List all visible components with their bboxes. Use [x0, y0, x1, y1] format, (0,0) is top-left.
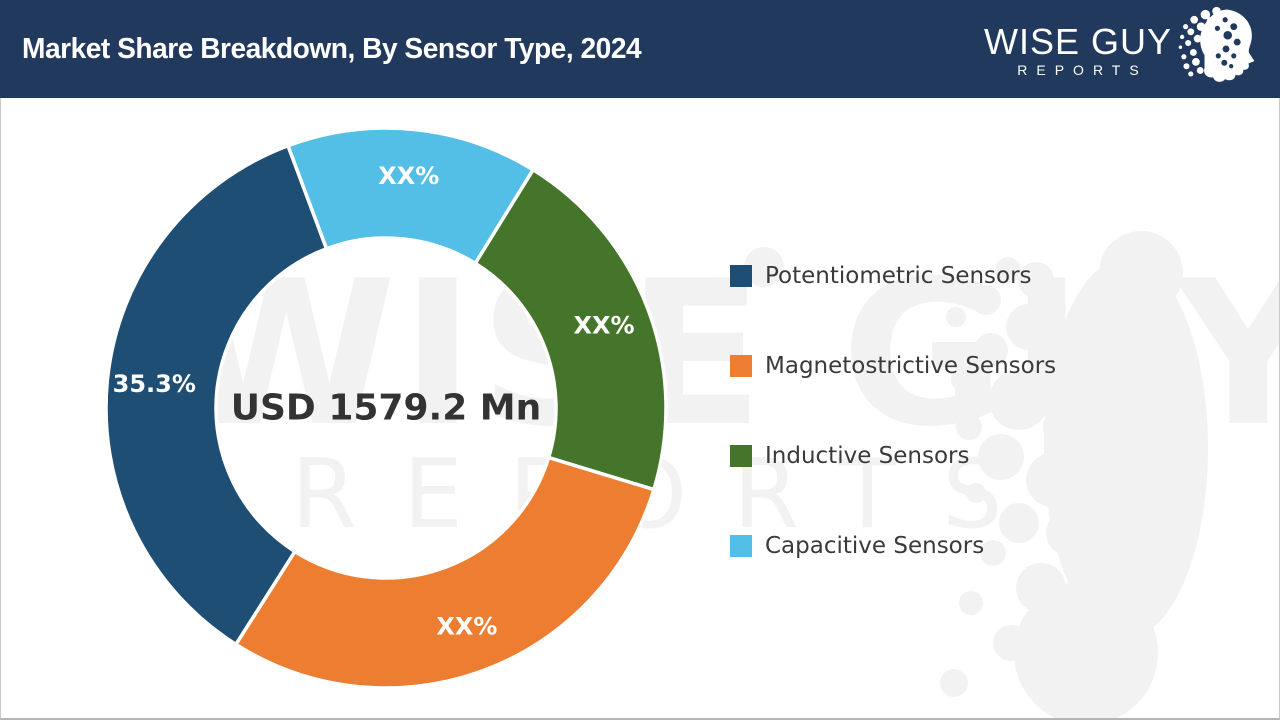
- legend-label: Inductive Sensors: [765, 443, 970, 469]
- page-title: Market Share Breakdown, By Sensor Type, …: [22, 32, 642, 65]
- legend-swatch: [730, 355, 752, 377]
- brand-name: WISE GUY: [983, 20, 1172, 62]
- brand-logo: WISE GUY REPORTS: [984, 6, 1266, 92]
- legend-item: Potentiometric Sensors: [730, 263, 1056, 289]
- legend-swatch: [730, 265, 752, 287]
- brand-logo-text: WISE GUY REPORTS: [983, 20, 1172, 78]
- legend-item: Capacitive Sensors: [730, 533, 1056, 559]
- center-value: USD 1579.2 Mn: [231, 388, 541, 429]
- legend-label: Magnetostrictive Sensors: [765, 353, 1057, 379]
- header-bar: Market Share Breakdown, By Sensor Type, …: [0, 0, 1280, 98]
- legend-item: Magnetostrictive Sensors: [730, 353, 1057, 379]
- watermark-head-profile: [744, 231, 1208, 718]
- pie-slice-inductive-sensors: [473, 168, 668, 492]
- legend-swatch: [730, 535, 752, 557]
- slice-label: XX%: [436, 612, 497, 640]
- legend-swatch: [730, 445, 752, 467]
- pie-slice-magnetostrictive-sensors: [234, 455, 656, 690]
- donut-chart: XX% XX% XX% 35.3% USD 1579.2 Mn: [104, 126, 1208, 718]
- slice-label: XX%: [573, 312, 634, 340]
- slice-label: XX%: [378, 162, 439, 190]
- chart-area: WISE GUY REPORTS XX% XX%: [0, 98, 1280, 720]
- legend-item: Inductive Sensors: [730, 443, 1056, 469]
- pie-slice-potentiometric-sensors: [104, 143, 329, 647]
- legend-label: Potentiometric Sensors: [765, 263, 1032, 289]
- legend: Potentiometric Sensors Magnetostrictive S…: [730, 263, 1057, 559]
- head-profile-icon: [1178, 6, 1255, 82]
- brand-subtitle: REPORTS: [1017, 61, 1148, 78]
- legend-label: Capacitive Sensors: [765, 533, 985, 559]
- slice-label: 35.3%: [113, 370, 196, 398]
